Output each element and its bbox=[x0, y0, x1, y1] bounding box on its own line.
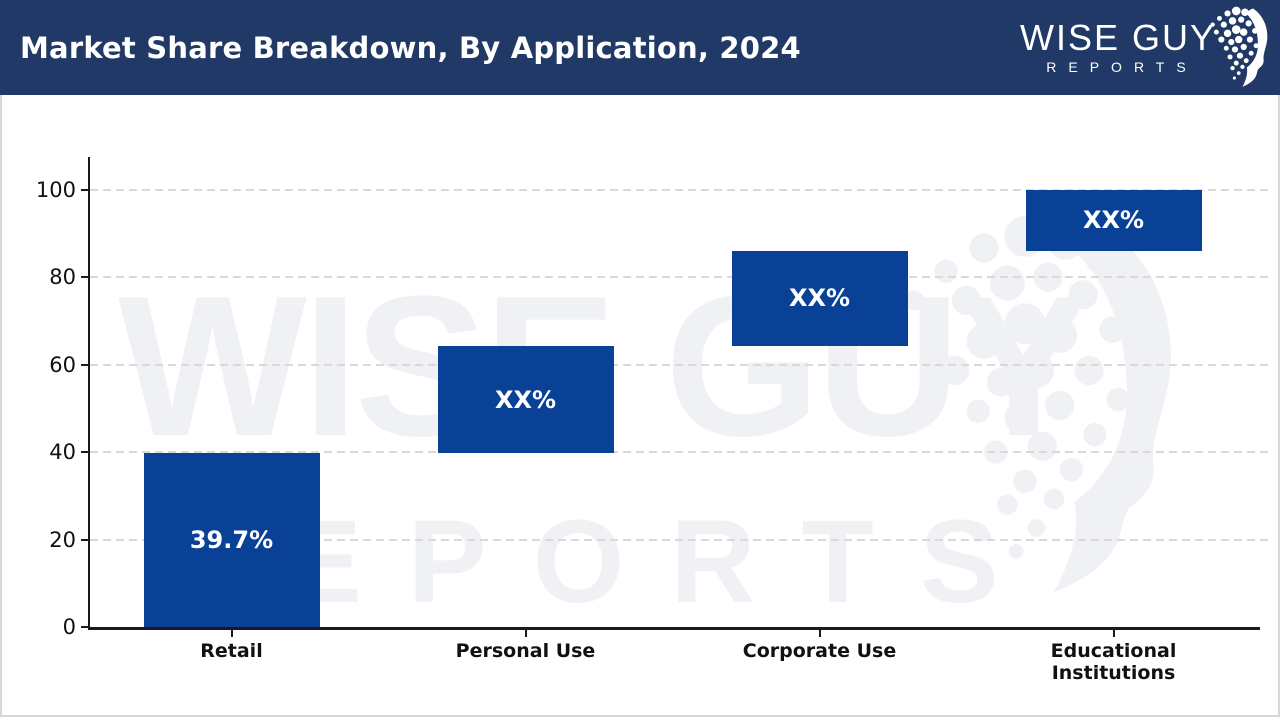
x-axis-tick-mark bbox=[524, 629, 527, 637]
x-axis-category-label: Educational Institutions bbox=[1050, 640, 1177, 684]
gridline-100 bbox=[90, 188, 1270, 191]
logo-subtext: REPORTS bbox=[1046, 59, 1198, 75]
wiseguy-logo: WISE GUY REPORTS bbox=[1020, 0, 1270, 95]
bar-value-label: XX% bbox=[494, 385, 557, 414]
y-axis-tick-label: 100 bbox=[35, 177, 76, 202]
chart-card: WISE GUY REPORTS 0 20 40 60 80 100 39.7% Retail… bbox=[0, 95, 1280, 717]
bar-personal-use: XX% bbox=[437, 345, 614, 454]
y-axis-tick-mark bbox=[81, 538, 89, 541]
gridline-80 bbox=[90, 276, 1270, 278]
x-axis-tick-mark bbox=[230, 629, 233, 637]
y-axis-tick-mark bbox=[81, 188, 89, 191]
x-axis-category-label: Personal Use bbox=[455, 640, 596, 662]
chart-title: Market Share Breakdown, By Application, … bbox=[20, 30, 801, 65]
bar-corporate-use: XX% bbox=[731, 250, 908, 346]
x-axis-category-label: Retail bbox=[200, 640, 263, 662]
gridline-20 bbox=[90, 538, 1270, 541]
y-axis-tick-label: 0 bbox=[62, 615, 76, 639]
bar-educational-institutions: XX% bbox=[1025, 189, 1202, 251]
y-axis-tick-mark bbox=[81, 276, 89, 278]
y-axis-tick-mark bbox=[81, 626, 89, 628]
gridline-40 bbox=[90, 451, 1270, 453]
x-axis-category-label: Corporate Use bbox=[742, 640, 897, 662]
bar-retail: 39.7% bbox=[143, 453, 320, 627]
y-axis-tick-mark bbox=[81, 363, 89, 366]
gridline-60 bbox=[90, 363, 1270, 366]
report-header: Market Share Breakdown, By Application, … bbox=[0, 0, 1280, 95]
x-axis-spine bbox=[87, 627, 1260, 630]
logo-wordmark: WISE GUY bbox=[1019, 17, 1216, 58]
x-axis-tick-mark bbox=[1112, 629, 1115, 637]
bar-value-label: XX% bbox=[788, 284, 851, 313]
y-axis-tick-label: 60 bbox=[49, 352, 76, 377]
bar-value-label: XX% bbox=[1082, 206, 1145, 235]
y-axis-spine bbox=[87, 157, 90, 629]
y-axis-tick-mark bbox=[81, 451, 89, 453]
y-axis-tick-label: 80 bbox=[49, 265, 76, 289]
waterfall-chart: 0 20 40 60 80 100 39.7% Retail XX% Personal Use XX… bbox=[2, 95, 1278, 715]
bar-value-label: 39.7% bbox=[189, 526, 274, 555]
x-axis-tick-mark bbox=[818, 629, 821, 637]
y-axis-tick-label: 20 bbox=[49, 527, 76, 552]
y-axis-tick-label: 40 bbox=[49, 440, 76, 464]
